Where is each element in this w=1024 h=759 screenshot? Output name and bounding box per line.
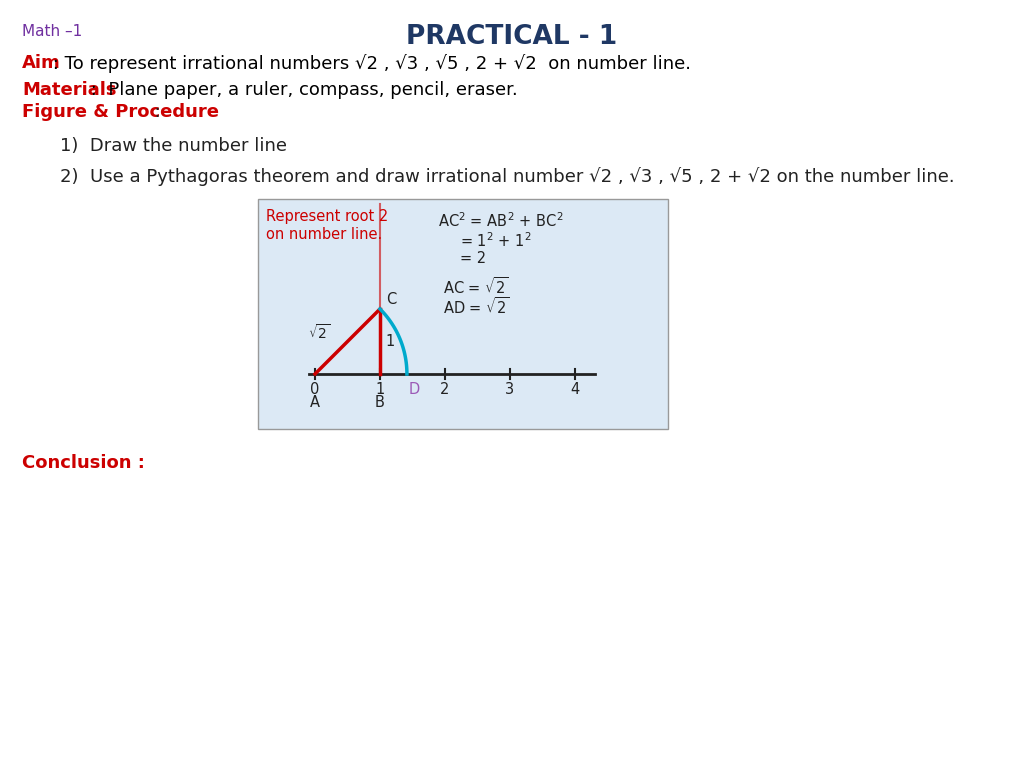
Text: :  Plane paper, a ruler, compass, pencil, eraser.: : Plane paper, a ruler, compass, pencil,… xyxy=(85,81,518,99)
Text: Materials: Materials xyxy=(22,81,117,99)
Text: 0: 0 xyxy=(310,382,319,397)
Text: :: : xyxy=(143,103,161,121)
FancyBboxPatch shape xyxy=(258,199,668,429)
Text: = 2: = 2 xyxy=(460,251,486,266)
Text: on number line.: on number line. xyxy=(266,227,382,242)
Text: Aim: Aim xyxy=(22,54,60,72)
Text: = 1$^2$ + 1$^2$: = 1$^2$ + 1$^2$ xyxy=(460,231,531,250)
Text: $\sqrt{2}$: $\sqrt{2}$ xyxy=(308,323,331,342)
Text: 4: 4 xyxy=(570,382,580,397)
Text: AC$^2$ = AB$^2$ + BC$^2$: AC$^2$ = AB$^2$ + BC$^2$ xyxy=(438,211,563,230)
Text: 3: 3 xyxy=(506,382,515,397)
Text: 2: 2 xyxy=(440,382,450,397)
Text: A: A xyxy=(310,395,319,410)
Text: AC = $\sqrt{2}$: AC = $\sqrt{2}$ xyxy=(443,276,509,297)
Text: AD = $\sqrt{2}$: AD = $\sqrt{2}$ xyxy=(443,296,510,317)
Text: C: C xyxy=(386,292,396,307)
Text: 2)  Use a Pythagoras theorem and draw irrational number √2 , √3 , √5 , 2 + √2 on: 2) Use a Pythagoras theorem and draw irr… xyxy=(60,167,954,186)
Text: 1: 1 xyxy=(385,334,394,349)
Text: B: B xyxy=(375,395,385,410)
Text: Figure & Procedure: Figure & Procedure xyxy=(22,103,219,121)
Text: Math –1: Math –1 xyxy=(22,24,82,39)
Text: Conclusion :: Conclusion : xyxy=(22,454,144,472)
Text: PRACTICAL - 1: PRACTICAL - 1 xyxy=(407,24,617,50)
Text: : To represent irrational numbers √2 , √3 , √5 , 2 + √2  on number line.: : To represent irrational numbers √2 , √… xyxy=(47,54,691,73)
Text: Represent root 2: Represent root 2 xyxy=(266,209,388,224)
Text: 1)  Draw the number line: 1) Draw the number line xyxy=(60,137,287,155)
Text: 1: 1 xyxy=(376,382,385,397)
Text: D: D xyxy=(409,382,420,397)
